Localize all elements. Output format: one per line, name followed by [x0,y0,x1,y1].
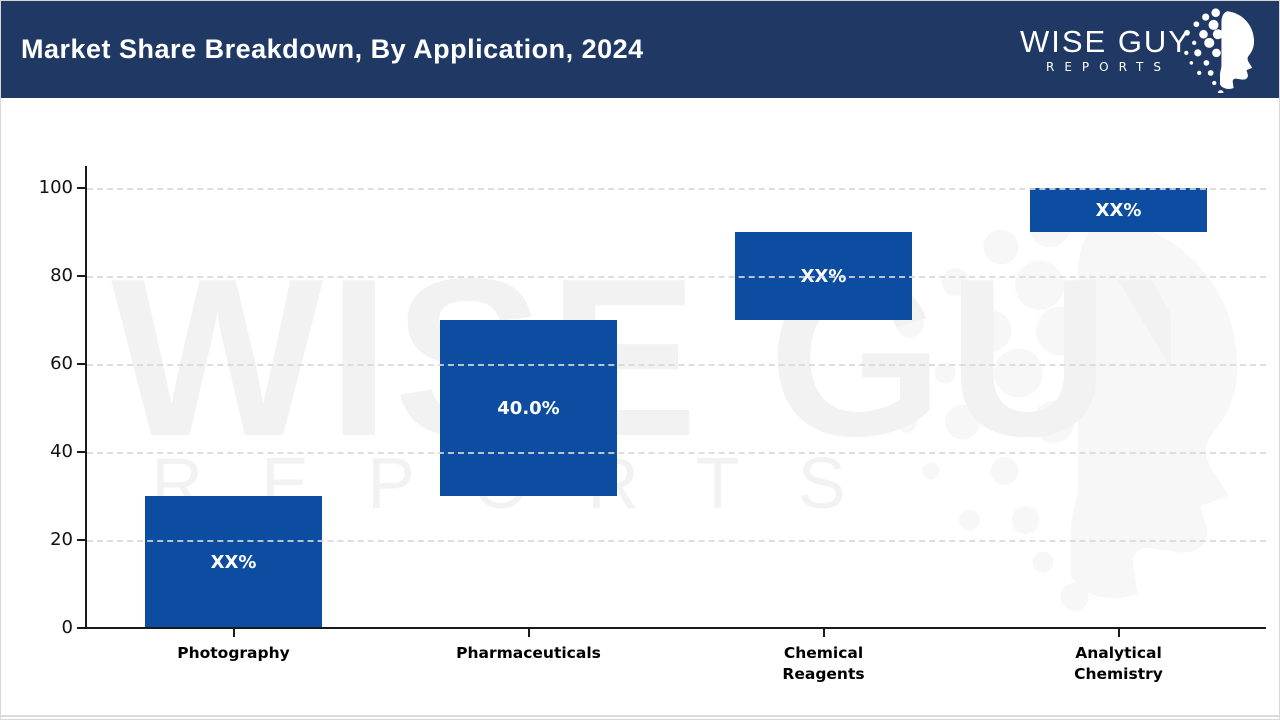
y-tick-mark-80 [77,275,85,277]
gridline-40 [87,452,1266,454]
category-label-analytical-chemistry: Analytical Chemistry [1074,644,1163,683]
gridline-60 [87,364,1266,366]
y-tick-label-60: 60 [50,353,73,374]
watermark-face-icon [896,205,1238,611]
x-tick-mark-chemical-reagents [822,629,825,637]
y-tick-label-100: 100 [38,177,73,198]
bar-analytical-chemistry: XX% [1030,188,1207,232]
bar-value-label-pharmaceuticals: 40.0% [497,397,560,419]
y-tick-label-80: 80 [50,265,73,286]
gridline-80 [87,276,1266,278]
category-label-chemical-reagents: Chemical Reagents [782,644,865,683]
y-tick-label-20: 20 [50,529,73,550]
y-tick-mark-40 [77,451,85,453]
wise-guy-reports-logo: WISE GUY REPORTS [1019,8,1263,93]
x-tick-mark-pharmaceuticals [527,629,530,637]
y-tick-mark-20 [77,539,85,541]
logo-text: WISE GUY REPORTS [1019,23,1191,75]
bar-pharmaceuticals: 40.0% [440,320,617,496]
dotted-face-icon [1184,8,1255,93]
header-bar: Market Share Breakdown, By Application, … [1,1,1279,98]
bar-value-label-analytical-chemistry: XX% [1095,199,1142,221]
bar-photography: XX% [145,496,322,628]
category-label-photography: Photography [177,644,290,662]
y-tick-mark-100 [77,187,85,189]
y-axis-line [85,166,87,628]
x-tick-mark-analytical-chemistry [1117,629,1120,637]
y-tick-label-40: 40 [50,441,73,462]
watermark-wordmark: WISE GUY [111,231,1171,483]
y-tick-mark-60 [77,363,85,365]
y-tick-label-0: 0 [61,617,73,638]
bottom-divider [1,715,1279,717]
bar-value-label-photography: XX% [210,551,257,573]
chart-area: WISE GUY REPORTS 020406080100XX%Photogra… [1,98,1279,718]
y-tick-mark-0 [77,627,85,629]
gridline-20 [87,540,1266,542]
gridline-100 [87,188,1266,190]
x-tick-mark-photography [232,629,235,637]
category-label-pharmaceuticals: Pharmaceuticals [456,644,601,662]
logo-wordmark: WISE GUY [1019,23,1191,59]
logo-subtitle: REPORTS [1045,60,1171,75]
page-title: Market Share Breakdown, By Application, … [21,34,644,64]
x-axis-line [84,627,1266,629]
